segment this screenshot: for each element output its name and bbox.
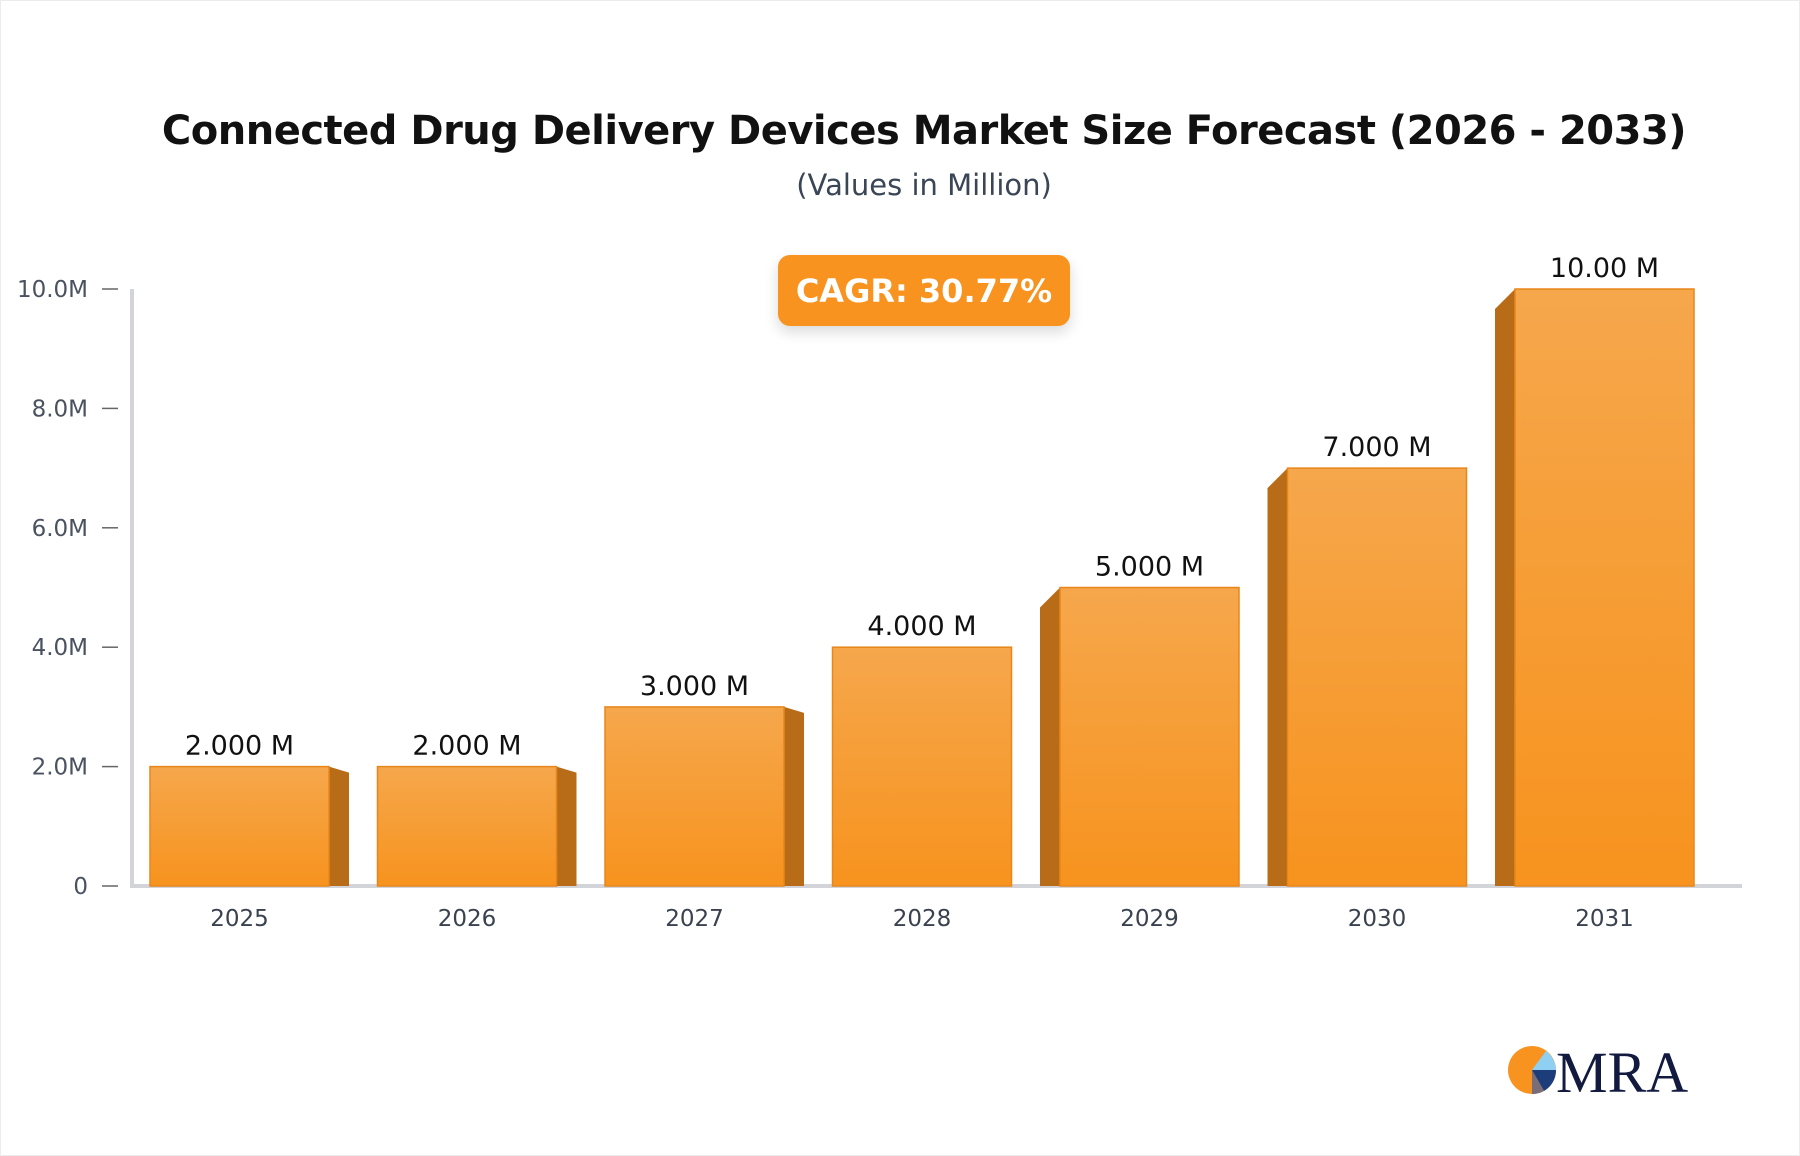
data-label: 5.000 M — [1095, 552, 1204, 583]
y-tick-label: 4.0M — [32, 635, 88, 661]
x-tick-label: 2030 — [1348, 906, 1407, 932]
y-tick-label: 8.0M — [32, 396, 88, 422]
x-tick-label: 2025 — [210, 906, 269, 932]
bar-side-face — [1267, 468, 1288, 886]
bar-side-face — [556, 766, 577, 886]
bar-2028 — [831, 646, 1013, 887]
bar-2029 — [1059, 586, 1240, 887]
bar-side-face — [329, 766, 349, 886]
bar-2027 — [604, 706, 785, 887]
y-tick-label: 0 — [73, 874, 88, 900]
x-tick-label: 2027 — [665, 906, 724, 932]
chart-title: Connected Drug Delivery Devices Market S… — [161, 108, 1687, 154]
y-tick-label: 10.0M — [17, 277, 88, 303]
data-label: 2.000 M — [412, 731, 521, 762]
data-label: 10.00 M — [1550, 253, 1659, 284]
bar-2026 — [376, 765, 558, 887]
data-label: 7.000 M — [1322, 432, 1431, 463]
x-tick-label: 2028 — [893, 906, 952, 932]
bar-side-face — [1495, 289, 1515, 886]
bar-side-face — [1040, 587, 1060, 886]
x-tick-label: 2029 — [1120, 906, 1179, 932]
x-tick-label: 2026 — [438, 906, 497, 932]
chart-subtitle: (Values in Million) — [796, 168, 1052, 202]
x-tick-label: 2031 — [1575, 906, 1634, 932]
y-tick-label: 6.0M — [32, 516, 88, 542]
bar-side-face — [784, 706, 804, 886]
logo-text: MRA — [1556, 1040, 1688, 1100]
y-tick-label: 2.0M — [32, 755, 88, 781]
bar-2030 — [1286, 467, 1468, 887]
cagr-badge: CAGR: 30.77% — [778, 255, 1070, 326]
data-label: 3.000 M — [640, 671, 749, 702]
data-label: 4.000 M — [867, 611, 976, 642]
bar-2031 — [1514, 288, 1695, 887]
bar-2025 — [149, 765, 330, 887]
data-label: 2.000 M — [185, 731, 294, 762]
mra-logo: MRA — [1508, 1040, 1688, 1100]
